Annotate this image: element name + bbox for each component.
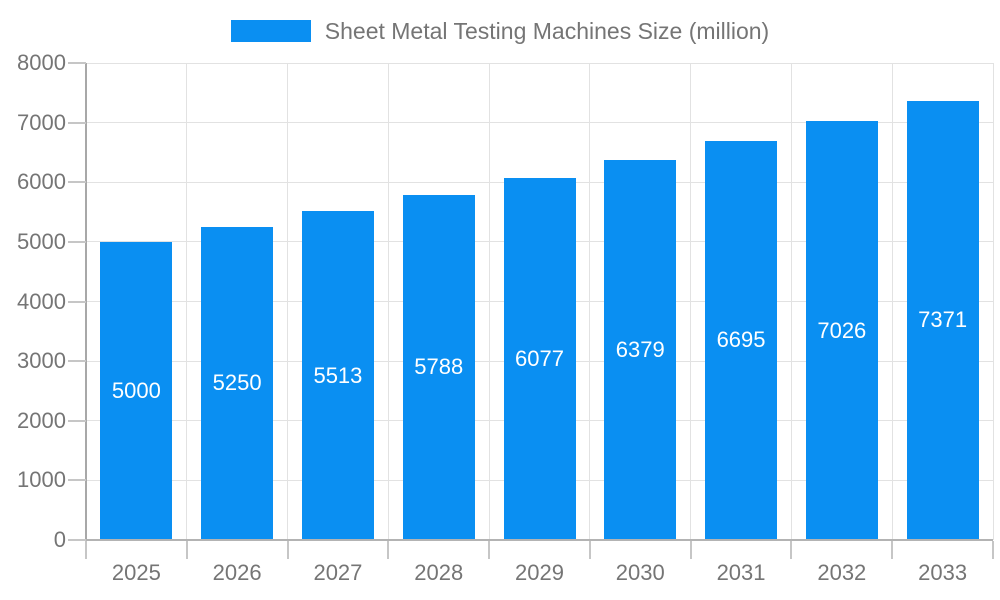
y-tick	[68, 121, 86, 124]
legend-swatch	[230, 20, 311, 42]
y-tick-label: 1000	[17, 467, 66, 493]
y-tick	[68, 360, 86, 363]
y-tick	[68, 181, 86, 184]
x-tick-label: 2027	[313, 560, 363, 585]
bar-value-label: 7026	[817, 317, 867, 343]
x-tick	[891, 541, 894, 559]
x-tick-label: 2026	[212, 560, 262, 585]
y-tick-label: 6000	[17, 169, 66, 195]
plot-area: 5000 5250 5513 5788 6077 6379 6695 7026 7371	[86, 62, 994, 540]
x-tick	[588, 541, 591, 559]
v-gridline	[992, 63, 994, 540]
bar-value-label: 6379	[615, 336, 665, 362]
v-gridline	[790, 63, 792, 540]
x-tick	[689, 541, 692, 559]
bar-value-label: 5000	[111, 377, 161, 403]
v-gridline	[186, 63, 188, 540]
bar-value-label: 5513	[313, 362, 363, 388]
bar-2026[interactable]: 5250	[201, 226, 274, 540]
x-tick	[185, 541, 188, 559]
x-tick-label: 2028	[414, 560, 464, 585]
y-tick-label: 2000	[17, 407, 66, 433]
x-tick	[488, 541, 491, 559]
y-tick-label: 8000	[17, 50, 66, 75]
v-gridline	[287, 63, 289, 540]
v-gridline	[891, 63, 893, 540]
x-axis-line	[86, 539, 993, 541]
h-gridline	[86, 122, 993, 124]
h-gridline	[86, 62, 993, 64]
x-tick-label: 2033	[918, 560, 968, 585]
bar-value-label: 5250	[212, 370, 262, 396]
x-tick-label: 2030	[615, 560, 665, 585]
bar-2032[interactable]: 7026	[805, 121, 878, 540]
y-tick	[68, 300, 86, 303]
y-tick-label: 3000	[17, 348, 66, 374]
bar-2025[interactable]: 5000	[100, 241, 173, 540]
y-tick-label: 5000	[17, 228, 66, 254]
legend[interactable]: Sheet Metal Testing Machines Size (milli…	[0, 17, 1000, 44]
v-gridline	[690, 63, 692, 540]
bar-2029[interactable]: 6077	[503, 177, 576, 540]
bar-2028[interactable]: 5788	[402, 194, 475, 540]
y-tick	[68, 62, 86, 64]
y-tick	[68, 240, 86, 243]
legend-label: Sheet Metal Testing Machines Size (milli…	[324, 17, 770, 44]
v-gridline	[488, 63, 490, 540]
bar-2027[interactable]: 5513	[301, 211, 374, 540]
y-tick-label: 0	[53, 527, 66, 552]
bar-value-label: 6077	[515, 345, 564, 371]
y-tick-label: 7000	[17, 109, 66, 135]
x-tick	[387, 541, 390, 559]
bar-2033[interactable]: 7371	[906, 100, 979, 540]
v-gridline	[387, 63, 389, 540]
y-axis-line	[85, 63, 87, 540]
bar-2030[interactable]: 6379	[604, 159, 677, 540]
x-tick	[85, 541, 87, 559]
y-tick	[68, 539, 86, 541]
bar-value-label: 5788	[414, 354, 464, 380]
bar-value-label: 6695	[716, 327, 766, 353]
x-tick-label: 2025	[111, 560, 161, 585]
y-tick-label: 4000	[17, 288, 66, 314]
bar-2031[interactable]: 6695	[705, 140, 778, 540]
x-tick	[992, 541, 994, 559]
x-tick	[286, 541, 289, 559]
x-tick	[790, 541, 793, 559]
x-tick-label: 2029	[515, 560, 564, 585]
x-tick-label: 2032	[817, 560, 867, 585]
y-tick	[68, 419, 86, 422]
bar-value-label: 7371	[918, 307, 968, 333]
y-tick	[68, 479, 86, 482]
v-gridline	[589, 63, 591, 540]
x-tick-label: 2031	[716, 560, 766, 585]
